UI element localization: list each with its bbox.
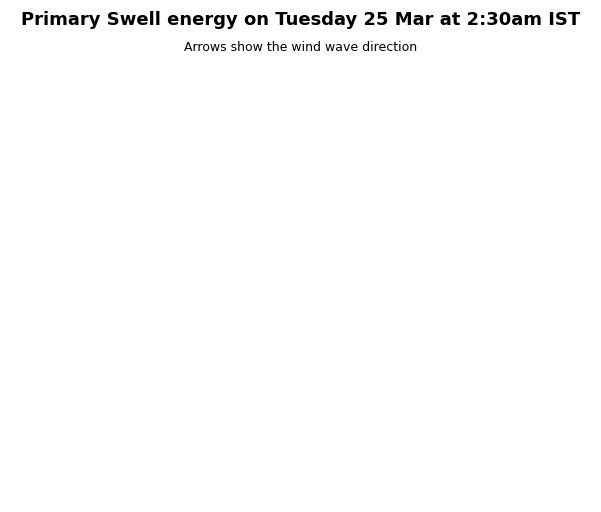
Text: Arrows show the wind wave direction: Arrows show the wind wave direction [184, 41, 417, 54]
Text: cartopy required: cartopy required [219, 275, 382, 294]
Text: Primary Swell energy on Tuesday 25 Mar at 2:30am IST: Primary Swell energy on Tuesday 25 Mar a… [21, 11, 580, 29]
